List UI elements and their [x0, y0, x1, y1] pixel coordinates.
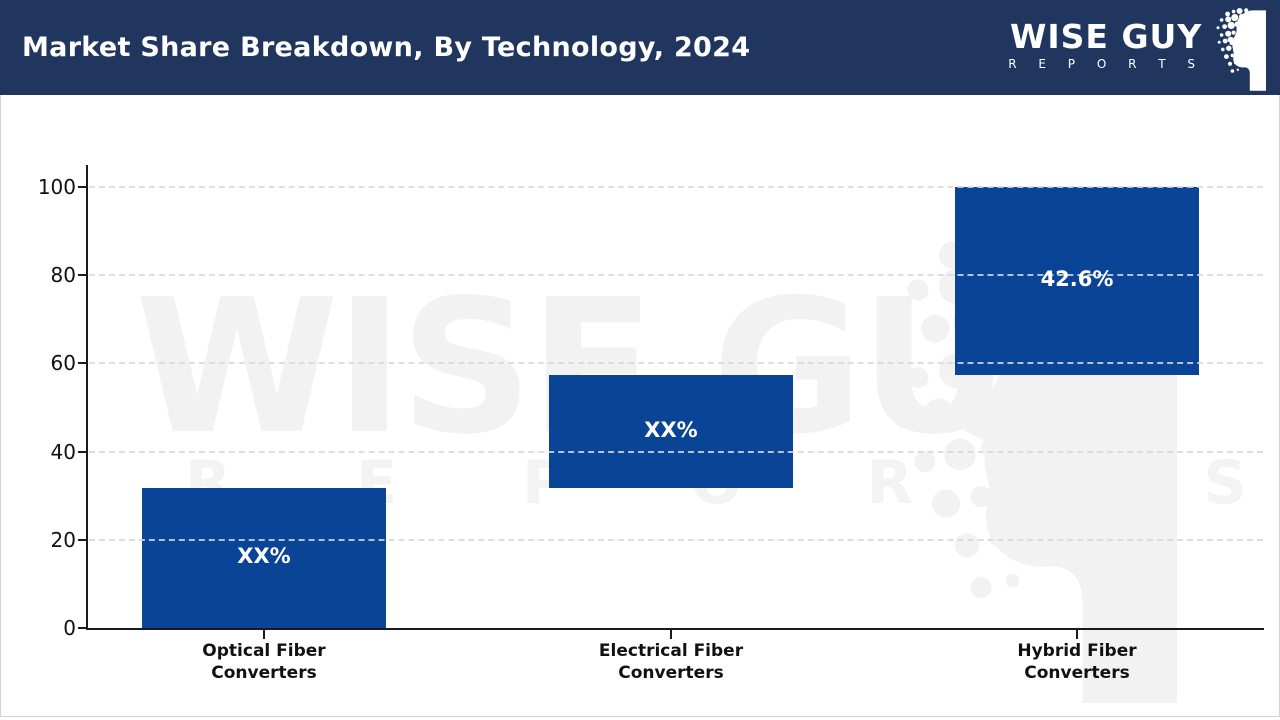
category-label: Optical Fiber Converters — [202, 641, 326, 684]
brand-logo: WISE GUY R E P O R T S — [1008, 4, 1266, 92]
bar-segment — [549, 374, 793, 489]
brand-logo-text: WISE GUY R E P O R T S — [1008, 20, 1204, 71]
y-tick-mark — [78, 450, 86, 453]
y-axis-line — [86, 165, 88, 630]
bar-segment — [955, 187, 1199, 375]
y-tick-label: 100 — [37, 175, 76, 199]
bar-value-label: 42.6% — [1040, 266, 1114, 291]
gridline-20 — [89, 538, 1263, 541]
category-label: Hybrid Fiber Converters — [1017, 641, 1137, 684]
y-tick-mark — [78, 362, 86, 365]
y-tick-label: 0 — [63, 616, 76, 640]
bar-segment — [142, 488, 386, 628]
x-axis-line — [86, 628, 1264, 630]
bar-value-label: XX% — [644, 417, 698, 442]
header-bar: Market Share Breakdown, By Technology, 2… — [0, 0, 1280, 95]
page-title: Market Share Breakdown, By Technology, 2… — [22, 32, 751, 63]
y-tick-mark — [78, 274, 86, 277]
gridline-40 — [89, 450, 1263, 453]
y-tick-label: 20 — [50, 527, 76, 552]
bar-value-label: XX% — [237, 544, 291, 569]
x-tick-mark — [670, 630, 672, 639]
brand-name: WISE GUY — [1009, 16, 1203, 56]
x-tick-mark — [1076, 630, 1078, 639]
gridline-60 — [89, 362, 1263, 365]
gridline-80 — [89, 274, 1263, 277]
y-tick-label: 40 — [50, 439, 76, 464]
dotted-face-icon — [1194, 8, 1266, 92]
brand-subtitle: R E P O R T S — [1008, 56, 1204, 71]
y-tick-label: 60 — [50, 351, 76, 376]
y-tick-mark — [78, 186, 86, 188]
y-tick-label: 80 — [50, 263, 76, 288]
gridline-100 — [89, 186, 1263, 188]
category-label: Electrical Fiber Converters — [598, 641, 744, 684]
y-tick-mark — [78, 627, 86, 629]
x-tick-mark — [263, 630, 265, 639]
y-tick-mark — [78, 538, 86, 541]
